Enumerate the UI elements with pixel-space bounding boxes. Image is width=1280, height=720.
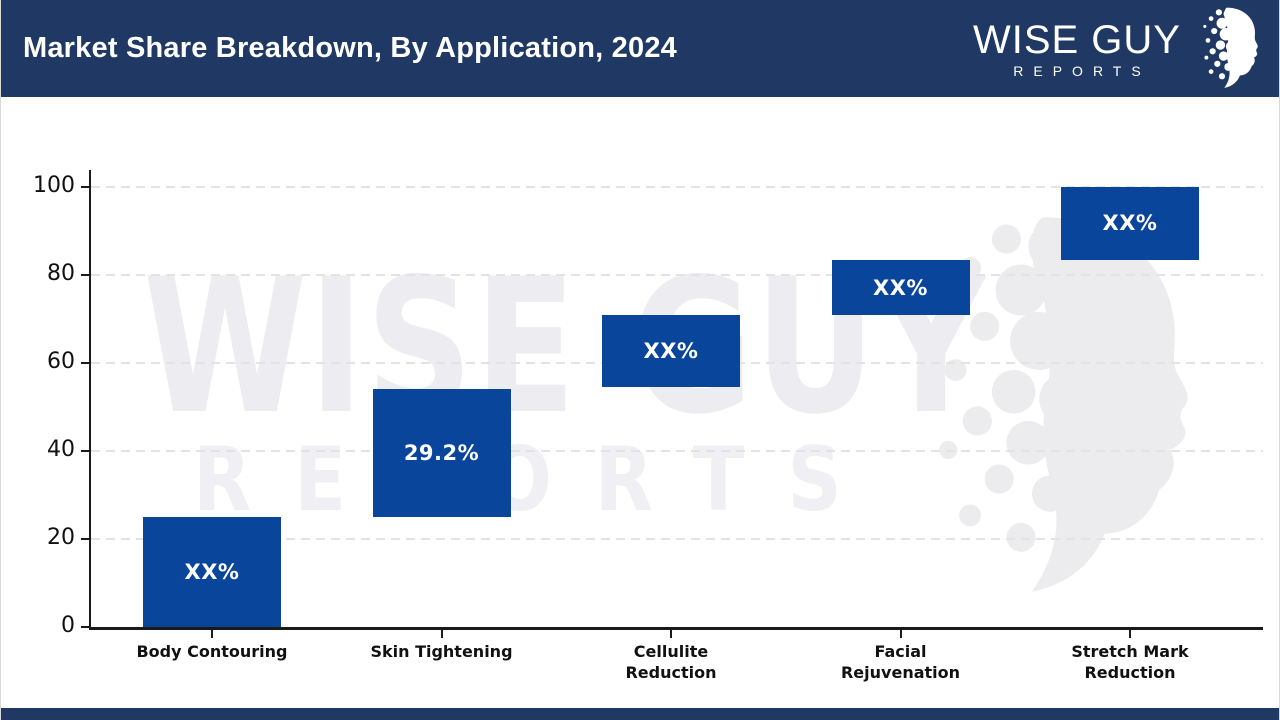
- x-category-label: Body Contouring: [136, 642, 288, 661]
- y-tick-label: 60: [47, 349, 75, 374]
- y-tick-label: 40: [47, 437, 75, 462]
- logo-subtitle: REPORTS: [1013, 62, 1151, 79]
- bar-value-label: XX%: [643, 338, 699, 363]
- y-axis: [89, 170, 91, 629]
- bar-value-label: XX%: [1102, 211, 1158, 236]
- gridline: [91, 274, 1263, 276]
- bar-segment: 29.2%: [372, 388, 511, 517]
- x-category-label: Cellulite Reduction: [625, 642, 717, 683]
- y-tick-label: 100: [33, 173, 75, 198]
- gridline: [91, 538, 1263, 540]
- y-tick-label: 0: [61, 613, 75, 638]
- x-category-label: Facial Rejuvenation: [840, 642, 961, 683]
- logo-wordmark: WISE GUY: [972, 17, 1181, 62]
- x-axis: [89, 627, 1263, 630]
- bar-segment: XX%: [602, 314, 740, 388]
- bar-value-label: XX%: [184, 560, 240, 584]
- x-tick-mark: [1129, 630, 1131, 638]
- page-title: Market Share Breakdown, By Application, …: [23, 32, 677, 64]
- x-tick-mark: [211, 630, 213, 638]
- watermark-head-icon: [933, 217, 1188, 592]
- x-tick-mark: [440, 630, 443, 638]
- bar-segment: XX%: [1061, 187, 1199, 260]
- y-tick-mark: [81, 626, 89, 628]
- wiseguy-logo: WISE GUY REPORTS: [973, 6, 1261, 92]
- footer-bar: [1, 708, 1279, 720]
- x-tick-mark: [670, 630, 672, 638]
- watermark-subtitle: REPORTS: [193, 428, 885, 531]
- bar-segment: XX%: [143, 517, 281, 627]
- y-tick-mark: [81, 362, 89, 364]
- y-tick-mark: [81, 186, 89, 188]
- bar-value-label: XX%: [873, 275, 928, 300]
- y-tick-mark: [81, 274, 89, 276]
- bar-value-label: 29.2%: [403, 440, 480, 465]
- y-tick-label: 80: [47, 261, 75, 286]
- y-tick-label: 20: [47, 525, 75, 550]
- y-tick-mark: [81, 538, 89, 540]
- x-category-label: Skin Tightening: [370, 642, 513, 661]
- gridline: [91, 450, 1263, 452]
- gridline: [91, 186, 1263, 188]
- header: Market Share Breakdown, By Application, …: [1, 0, 1279, 97]
- x-tick-mark: [899, 630, 902, 638]
- x-category-label: Stretch Mark Reduction: [1071, 642, 1189, 683]
- wiseguy-head-icon: [1203, 7, 1258, 88]
- y-tick-mark: [81, 450, 89, 452]
- logo-text: WISE GUY REPORTS: [973, 20, 1181, 78]
- bar-segment: XX%: [831, 260, 970, 316]
